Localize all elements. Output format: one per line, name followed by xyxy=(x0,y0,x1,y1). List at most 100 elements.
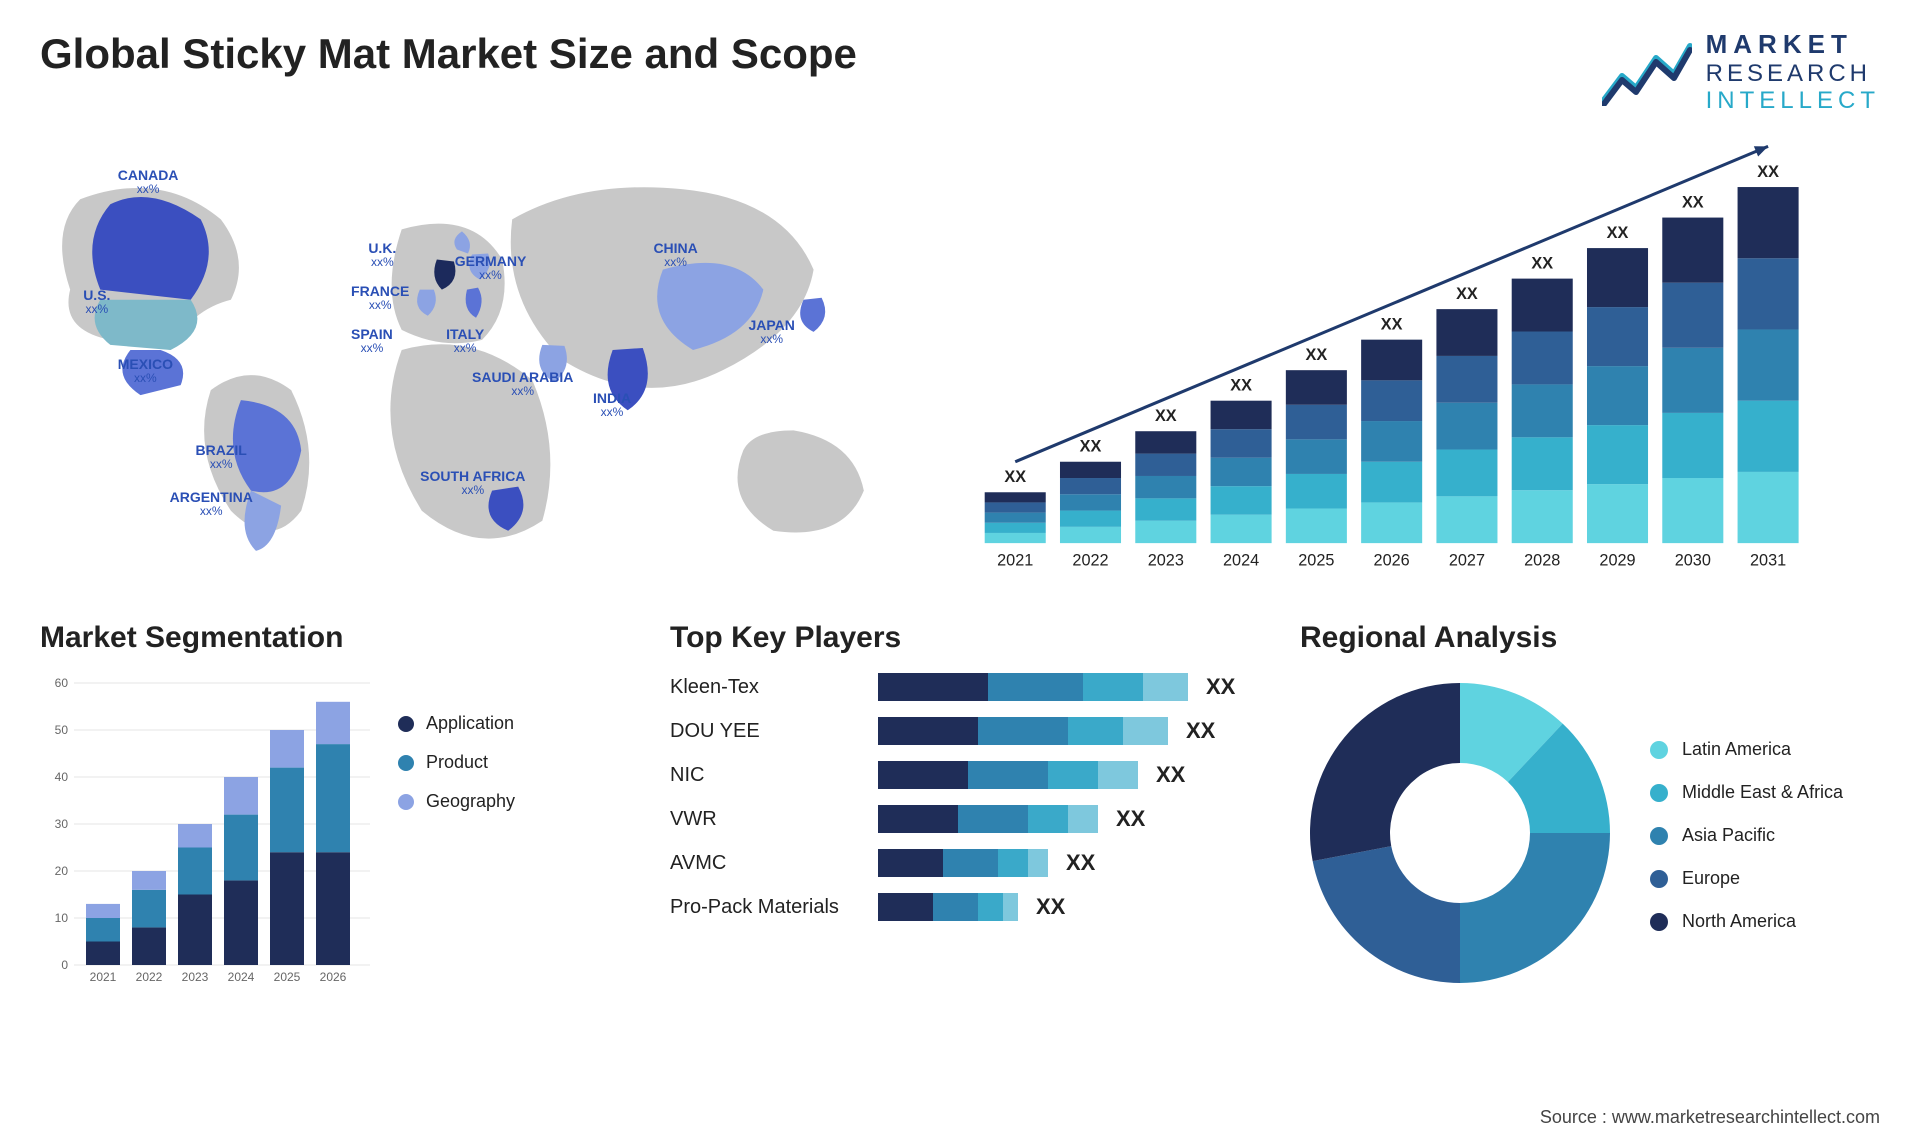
logo-text-2: RESEARCH xyxy=(1706,60,1880,88)
logo-mark-icon xyxy=(1602,40,1692,106)
map-label-india: INDIAxx% xyxy=(593,390,631,420)
brand-logo: MARKET RESEARCH INTELLECT xyxy=(1602,30,1880,115)
svg-text:2023: 2023 xyxy=(1148,552,1184,570)
svg-text:20: 20 xyxy=(55,864,69,878)
svg-text:0: 0 xyxy=(61,958,68,972)
map-label-u-s-: U.S.xx% xyxy=(83,287,110,317)
seg-legend-application: Application xyxy=(398,713,515,734)
segmentation-legend: Application Product Geography xyxy=(398,713,515,812)
logo-text-3: INTELLECT xyxy=(1706,87,1880,115)
svg-text:XX: XX xyxy=(1757,163,1779,181)
svg-text:XX: XX xyxy=(1155,407,1177,425)
segmentation-title: Market Segmentation xyxy=(40,621,620,655)
page-title: Global Sticky Mat Market Size and Scope xyxy=(40,30,857,78)
svg-text:60: 60 xyxy=(55,676,69,690)
segmentation-panel: Market Segmentation 0 10 20 30 40 50 60 2021 202… xyxy=(40,621,620,1051)
regional-panel: Regional Analysis Latin America Middle Ea… xyxy=(1300,621,1880,1051)
player-value: XX xyxy=(1156,762,1185,788)
svg-text:2022: 2022 xyxy=(1072,552,1108,570)
svg-text:30: 30 xyxy=(55,817,69,831)
map-label-japan: JAPANxx% xyxy=(748,317,794,347)
map-label-china: CHINAxx% xyxy=(653,240,697,270)
svg-text:2021: 2021 xyxy=(997,552,1033,570)
logo-text-1: MARKET xyxy=(1706,30,1880,60)
svg-text:2025: 2025 xyxy=(274,970,301,984)
player-name: Pro-Pack Materials xyxy=(670,896,860,919)
svg-text:2025: 2025 xyxy=(1298,552,1334,570)
svg-text:XX: XX xyxy=(1456,285,1478,303)
svg-text:2023: 2023 xyxy=(182,970,209,984)
reg-legend-north-america: North America xyxy=(1650,911,1843,932)
svg-text:50: 50 xyxy=(55,723,69,737)
svg-text:XX: XX xyxy=(1080,438,1102,456)
player-bar xyxy=(878,673,1188,701)
reg-legend-europe: Europe xyxy=(1650,868,1843,889)
map-label-saudi-arabia: SAUDI ARABIAxx% xyxy=(472,369,573,399)
svg-text:XX: XX xyxy=(1230,377,1252,395)
map-label-argentina: ARGENTINAxx% xyxy=(170,489,253,519)
svg-text:2024: 2024 xyxy=(1223,552,1259,570)
player-row: Kleen-Tex XX xyxy=(670,673,1250,701)
svg-text:2028: 2028 xyxy=(1524,552,1560,570)
svg-text:XX: XX xyxy=(1306,346,1328,364)
player-row: Pro-Pack Materials XX xyxy=(670,893,1250,921)
seg-legend-product: Product xyxy=(398,752,515,773)
player-row: NIC XX xyxy=(670,761,1250,789)
svg-text:2026: 2026 xyxy=(320,970,347,984)
reg-legend-middle-east-africa: Middle East & Africa xyxy=(1650,782,1843,803)
player-bar xyxy=(878,717,1168,745)
svg-text:XX: XX xyxy=(1381,316,1403,334)
player-value: XX xyxy=(1206,674,1235,700)
players-panel: Top Key Players Kleen-TexXXDOU YEEXXNICX… xyxy=(670,621,1250,1051)
map-label-italy: ITALYxx% xyxy=(446,326,484,356)
map-label-france: FRANCExx% xyxy=(351,283,409,313)
growth-bar-chart: XX 2021 XX 2022 XX 2023 XX 2024 XX 2025 XX 2026 XX 20… xyxy=(944,145,1880,575)
map-label-brazil: BRAZILxx% xyxy=(196,442,247,472)
svg-text:2024: 2024 xyxy=(228,970,255,984)
regional-donut xyxy=(1300,673,1620,998)
player-name: AVMC xyxy=(670,852,860,875)
seg-legend-geography: Geography xyxy=(398,791,515,812)
svg-text:XX: XX xyxy=(1531,255,1553,273)
player-name: Kleen-Tex xyxy=(670,676,860,699)
world-map: CANADAxx% U.S.xx% MEXICOxx% BRAZILxx% ARGENT… xyxy=(40,145,904,575)
regional-legend: Latin America Middle East & Africa Asia Pa… xyxy=(1650,739,1843,932)
map-label-spain: SPAINxx% xyxy=(351,326,393,356)
svg-text:2026: 2026 xyxy=(1374,552,1410,570)
svg-text:XX: XX xyxy=(1607,224,1629,242)
reg-legend-latin-america: Latin America xyxy=(1650,739,1843,760)
player-value: XX xyxy=(1186,718,1215,744)
player-row: AVMC XX xyxy=(670,849,1250,877)
player-row: VWR XX xyxy=(670,805,1250,833)
segmentation-chart: 0 10 20 30 40 50 60 2021 2022 2023 2024 2025 2026 xyxy=(40,673,370,993)
players-chart: Kleen-TexXXDOU YEEXXNICXXVWRXXAVMCXXPro-… xyxy=(670,673,1250,921)
svg-text:2030: 2030 xyxy=(1675,552,1711,570)
player-bar xyxy=(878,849,1048,877)
source-text: Source : www.marketresearchintellect.com xyxy=(1540,1107,1880,1128)
player-row: DOU YEE XX xyxy=(670,717,1250,745)
player-value: XX xyxy=(1036,894,1065,920)
player-value: XX xyxy=(1116,806,1145,832)
player-bar xyxy=(878,893,1018,921)
player-name: VWR xyxy=(670,808,860,831)
regional-title: Regional Analysis xyxy=(1300,621,1880,655)
svg-text:10: 10 xyxy=(55,911,69,925)
svg-text:2031: 2031 xyxy=(1750,552,1786,570)
map-label-south-africa: SOUTH AFRICAxx% xyxy=(420,468,525,498)
svg-text:2029: 2029 xyxy=(1599,552,1635,570)
reg-legend-asia-pacific: Asia Pacific xyxy=(1650,825,1843,846)
svg-text:2021: 2021 xyxy=(90,970,117,984)
svg-text:XX: XX xyxy=(1004,468,1026,486)
player-bar xyxy=(878,805,1098,833)
map-label-u-k-: U.K.xx% xyxy=(368,240,396,270)
svg-text:2022: 2022 xyxy=(136,970,163,984)
svg-text:2027: 2027 xyxy=(1449,552,1485,570)
player-name: NIC xyxy=(670,764,860,787)
svg-text:XX: XX xyxy=(1682,193,1704,211)
player-value: XX xyxy=(1066,850,1095,876)
player-name: DOU YEE xyxy=(670,720,860,743)
player-bar xyxy=(878,761,1138,789)
map-label-canada: CANADAxx% xyxy=(118,167,179,197)
svg-text:40: 40 xyxy=(55,770,69,784)
map-label-mexico: MEXICOxx% xyxy=(118,356,173,386)
